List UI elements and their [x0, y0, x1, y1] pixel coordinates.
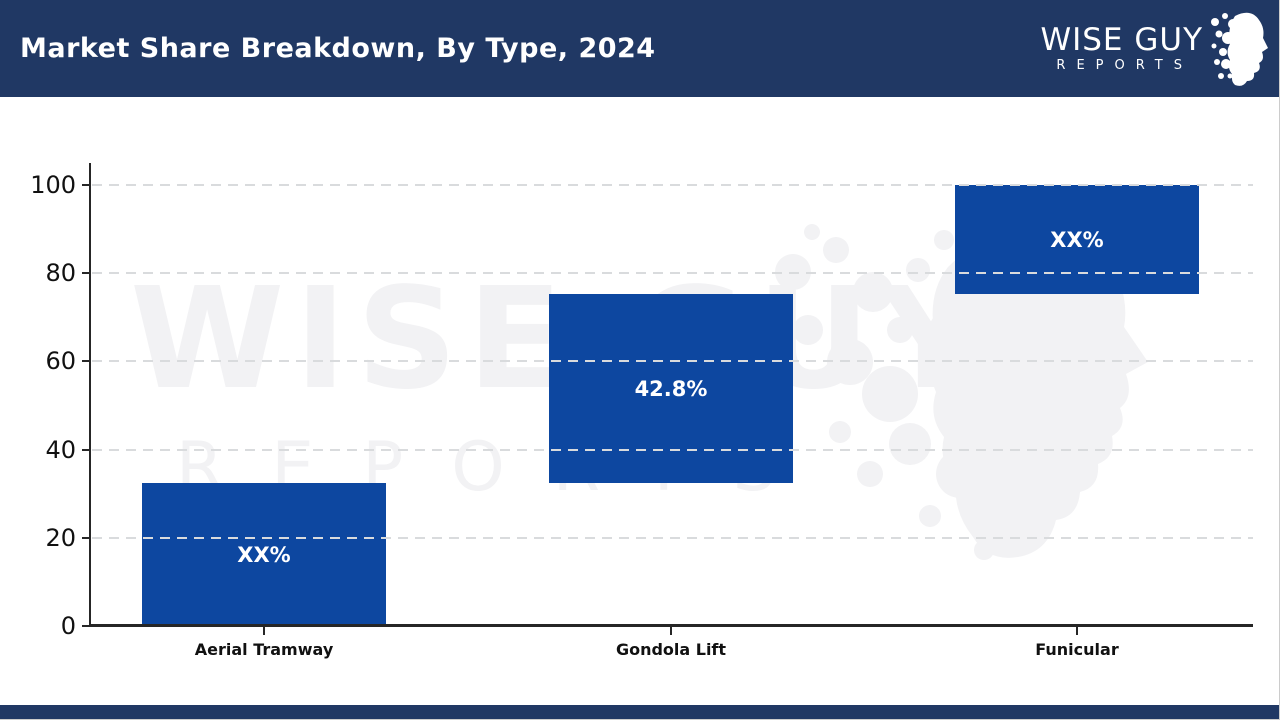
- y-tick-label: 100: [30, 171, 76, 199]
- x-axis-tick: [1076, 627, 1078, 635]
- bar-aerial-tramway: XX%: [142, 483, 386, 626]
- gridline-100: [92, 184, 1253, 186]
- logo-subtitle: REPORTS: [1056, 58, 1194, 73]
- y-axis-tick: [82, 625, 90, 627]
- gridline-80: [92, 272, 1253, 275]
- gridline-40: [92, 448, 1253, 451]
- gridline-60: [92, 360, 1253, 363]
- wise-guy-reports-logo: WISE GUY REPORTS: [1040, 8, 1269, 90]
- y-axis-line: [89, 163, 91, 626]
- category-label: Funicular: [1035, 640, 1119, 659]
- y-tick-label: 0: [60, 612, 76, 640]
- bar-value-label: XX%: [1050, 227, 1104, 252]
- y-axis-tick: [82, 360, 90, 363]
- y-axis-tick: [82, 272, 90, 275]
- header-bar: Market Share Breakdown, By Type, 2024 WI…: [0, 0, 1279, 97]
- category-label: Aerial Tramway: [194, 640, 334, 659]
- x-axis-tick: [263, 627, 265, 635]
- bar-value-label: 42.8%: [634, 376, 708, 401]
- bar-value-label: XX%: [237, 542, 291, 567]
- y-axis-tick: [82, 536, 90, 539]
- footer-bar: [0, 705, 1279, 719]
- y-axis-tick: [82, 448, 90, 451]
- x-axis-line: [89, 624, 1253, 627]
- logo-face-icon: [1211, 12, 1268, 86]
- y-tick-label: 40: [45, 435, 76, 464]
- logo-text: WISE GUY REPORTS: [1040, 23, 1203, 74]
- category-label: Gondola Lift: [615, 640, 727, 659]
- y-axis-tick: [82, 184, 90, 186]
- y-tick-label: 20: [45, 523, 76, 552]
- page-title: Market Share Breakdown, By Type, 2024: [20, 33, 656, 64]
- y-tick-label: 80: [45, 259, 76, 288]
- y-tick-label: 60: [45, 347, 76, 376]
- bar-gondola-lift: 42.8%: [549, 294, 793, 484]
- gridline-20: [92, 536, 1253, 539]
- x-axis-tick: [670, 627, 672, 635]
- watermark-face-graphic: [756, 224, 1148, 560]
- bar-funicular: XX%: [955, 185, 1199, 295]
- logo-wordmark: WISE GUY: [1040, 22, 1203, 58]
